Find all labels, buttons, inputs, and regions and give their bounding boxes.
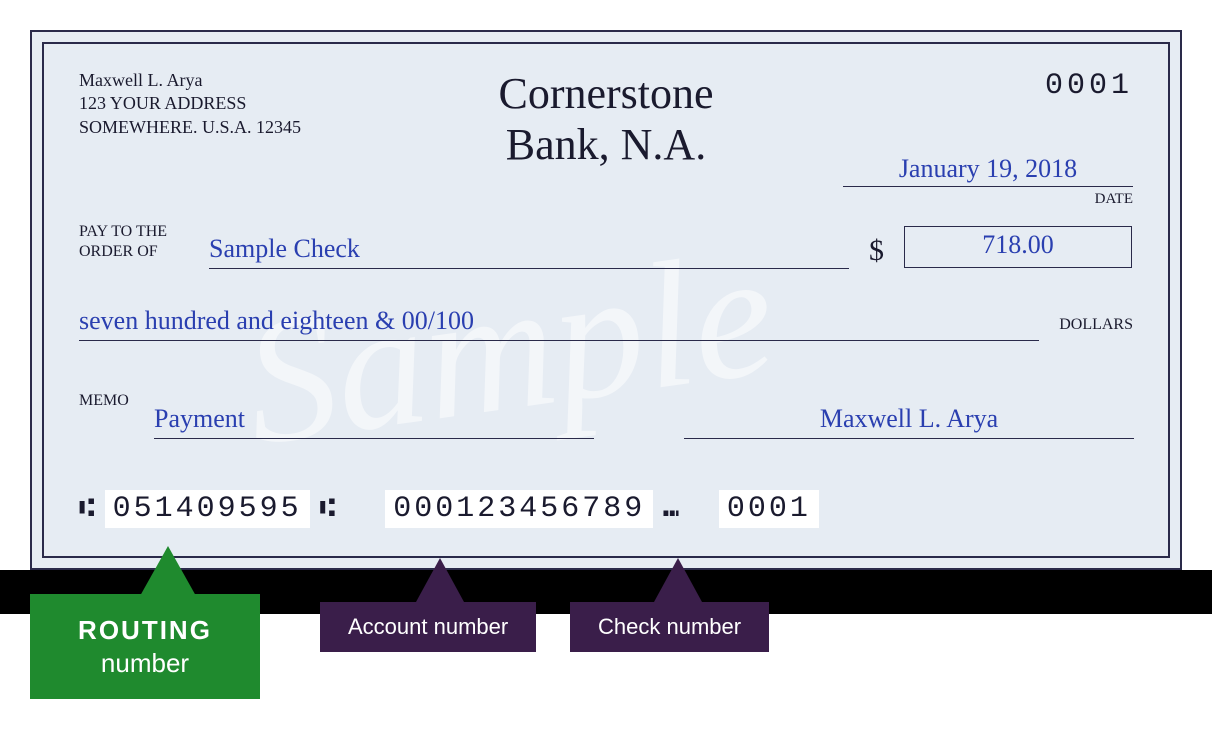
date-label: DATE bbox=[843, 191, 1133, 208]
micr-symbol: ⑆ bbox=[320, 494, 336, 524]
pay-to-value: Sample Check bbox=[209, 234, 849, 269]
callout-account: Account number bbox=[320, 558, 536, 652]
micr-symbol: ⑆ bbox=[79, 494, 95, 524]
check-number-top: 0001 bbox=[1045, 69, 1133, 103]
micr-line: ⑆ 051409595 ⑆ 000123456789 ⑉ 0001 bbox=[79, 490, 819, 528]
check-inner-border: Sample Maxwell L. Arya 123 YOUR ADDRESS … bbox=[42, 42, 1170, 558]
callout-routing-label: ROUTING number bbox=[30, 594, 260, 699]
callout-routing-line2: number bbox=[64, 647, 226, 680]
callout-account-label: Account number bbox=[320, 602, 536, 652]
callout-pointer-icon bbox=[140, 546, 196, 596]
bank-name-line1: Cornerstone bbox=[44, 69, 1168, 120]
callout-pointer-icon bbox=[416, 558, 464, 602]
micr-account: 000123456789 bbox=[385, 490, 653, 528]
micr-check-number: 0001 bbox=[719, 490, 819, 528]
callout-check-label: Check number bbox=[570, 602, 769, 652]
dollar-sign: $ bbox=[869, 234, 884, 268]
callout-routing-line1: ROUTING bbox=[64, 614, 226, 647]
callout-pointer-icon bbox=[654, 558, 702, 602]
amount-words: seven hundred and eighteen & 00/100 bbox=[79, 306, 1039, 341]
signature: Maxwell L. Arya bbox=[684, 404, 1134, 439]
pay-to-label-line1: PAY TO THE bbox=[79, 222, 167, 242]
callout-routing: ROUTING number bbox=[30, 546, 260, 699]
micr-routing: 051409595 bbox=[105, 490, 310, 528]
date-field: January 19, 2018 DATE bbox=[843, 154, 1133, 208]
pay-to-label: PAY TO THE ORDER OF bbox=[79, 222, 167, 262]
date-value: January 19, 2018 bbox=[843, 154, 1133, 187]
pay-to-label-line2: ORDER OF bbox=[79, 242, 167, 262]
memo-label: MEMO bbox=[79, 392, 129, 410]
callout-check: Check number bbox=[570, 558, 769, 652]
amount-numeric: 718.00 bbox=[904, 226, 1132, 268]
check-container: Sample Maxwell L. Arya 123 YOUR ADDRESS … bbox=[30, 30, 1182, 570]
dollars-label: DOLLARS bbox=[1059, 316, 1133, 334]
micr-symbol: ⑉ bbox=[663, 494, 679, 524]
memo-value: Payment bbox=[154, 404, 594, 439]
